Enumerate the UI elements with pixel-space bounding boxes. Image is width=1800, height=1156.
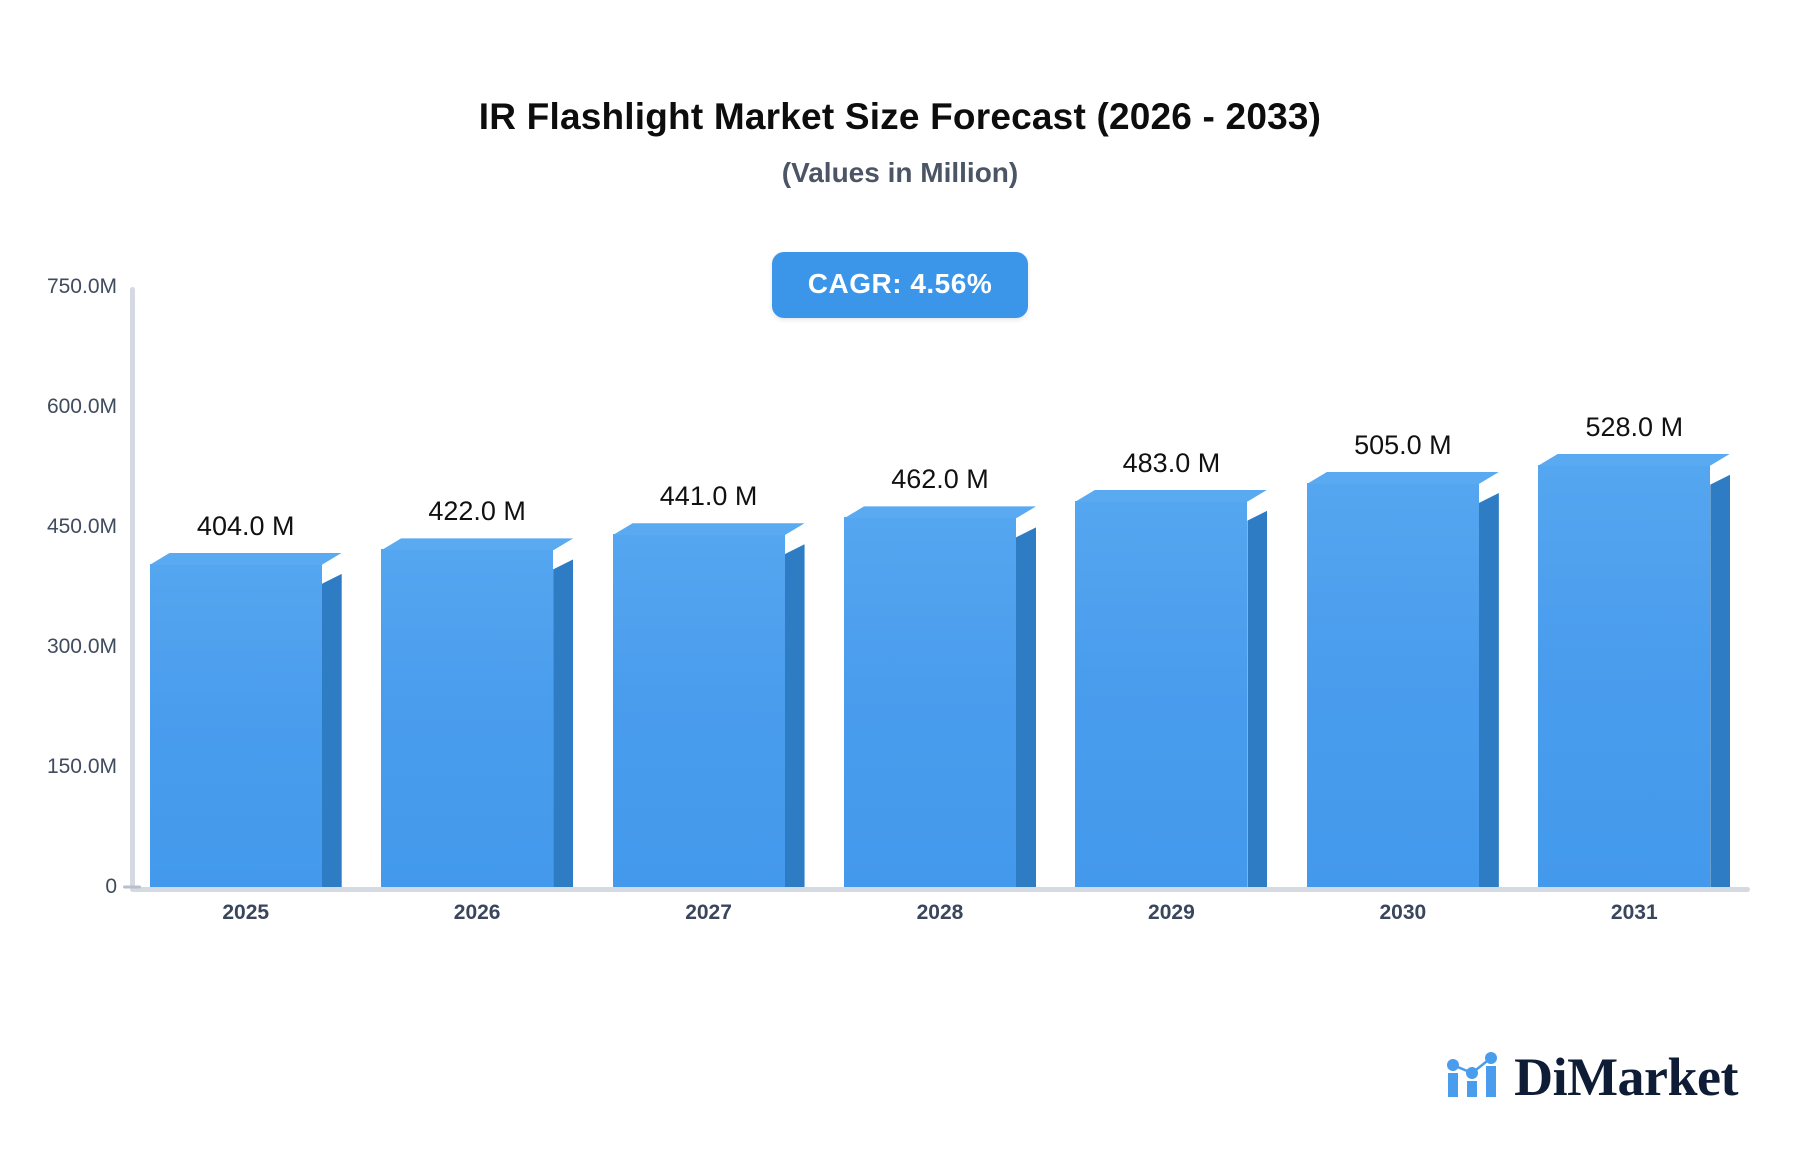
bar-top-face	[1075, 489, 1268, 502]
y-axis-tick: 750.0M	[46, 275, 117, 298]
x-axis-tick-labels: 2025 2026 2027 2028 2029 2030 2031	[130, 901, 1750, 941]
bar-front-face	[149, 563, 322, 887]
bar-value-label: 441.0 M	[659, 481, 758, 512]
bar-side-face	[784, 544, 805, 887]
bar-front-face	[1306, 483, 1479, 887]
x-axis-tick: 2026	[453, 901, 501, 924]
cagr-badge-wrapper: CAGR: 4.56%	[0, 252, 1800, 318]
bar-front-face	[1075, 500, 1248, 887]
chart-header: IR Flashlight Market Size Forecast (2026…	[0, 0, 1800, 189]
bar-shape[interactable]	[381, 538, 574, 887]
page-title: IR Flashlight Market Size Forecast (2026…	[478, 96, 1322, 137]
y-axis-tick: 600.0M	[46, 395, 117, 418]
brand-name: DiMarket	[1514, 1047, 1738, 1107]
y-axis-tick-labels: 0 150.0M 300.0M 450.0M 600.0M 750.0M	[5, 275, 141, 898]
bar-top-face	[612, 523, 805, 536]
bar-top-face	[381, 538, 574, 551]
x-axis-line	[130, 887, 1750, 892]
bar-front-face	[612, 534, 785, 887]
y-axis-tick: 0	[105, 875, 117, 898]
x-axis-tick: 2027	[685, 901, 732, 924]
bar-series: 404.0 M 422.0 M 441.0 M 462.0 M 483.0 M 505.0…	[130, 287, 1750, 887]
bar-shape[interactable]	[844, 506, 1036, 887]
bar-column[interactable]: 404.0 M	[149, 494, 342, 887]
bar-side-face	[1710, 474, 1731, 887]
x-axis-tick: 2030	[1379, 901, 1427, 924]
x-axis-tick: 2031	[1610, 901, 1658, 924]
bar-value-label: 404.0 M	[196, 510, 295, 541]
y-axis-tick-mark	[123, 885, 141, 889]
bar-value-label: 483.0 M	[1122, 447, 1221, 478]
bar-value-label: 528.0 M	[1585, 411, 1684, 442]
chart-subtitle: (Values in Million)	[781, 156, 1019, 188]
bar-value-label: 505.0 M	[1354, 430, 1452, 460]
bar-top-face	[844, 506, 1036, 519]
y-axis-tick: 300.0M	[46, 635, 117, 658]
bar-side-face	[553, 559, 574, 887]
bar-column[interactable]: 422.0 M	[381, 479, 574, 887]
bar-shape[interactable]	[149, 552, 342, 887]
bar-column[interactable]: 528.0 M	[1538, 395, 1731, 887]
bar-side-face	[1478, 493, 1499, 887]
bar-column[interactable]: 462.0 M	[844, 447, 1036, 887]
bar-side-face	[1016, 527, 1036, 887]
bar-top-face	[1306, 472, 1499, 484]
x-axis-tick: 2025	[222, 901, 270, 924]
bar-top-face	[149, 552, 342, 565]
y-axis-tick: 150.0M	[46, 755, 117, 778]
bar-shape[interactable]	[1075, 489, 1268, 887]
bar-column[interactable]: 483.0 M	[1075, 431, 1268, 887]
status-badge: CAGR: 4.56%	[771, 252, 1029, 318]
bar-front-face	[844, 517, 1016, 887]
bar-side-face	[1247, 510, 1268, 887]
x-axis-tick: 2029	[1148, 901, 1195, 924]
bar-value-label: 422.0 M	[428, 496, 526, 527]
bar-chart-icon	[1446, 1051, 1500, 1104]
bar-front-face	[1538, 464, 1711, 887]
bar-side-face	[321, 573, 342, 887]
bar-column[interactable]: 505.0 M	[1306, 413, 1499, 887]
bar-shape[interactable]	[1306, 472, 1499, 887]
bar-value-label: 462.0 M	[891, 464, 989, 495]
bar-shape[interactable]	[612, 523, 805, 887]
bar-column[interactable]: 441.0 M	[612, 464, 805, 887]
bar-front-face	[381, 549, 554, 887]
x-axis-tick: 2028	[916, 901, 964, 924]
bar-top-face	[1538, 453, 1731, 466]
brand-logo: DiMarket	[1446, 1050, 1738, 1104]
bar-shape[interactable]	[1538, 453, 1731, 887]
y-axis-tick: 450.0M	[46, 515, 117, 538]
y-axis-line	[130, 287, 135, 887]
